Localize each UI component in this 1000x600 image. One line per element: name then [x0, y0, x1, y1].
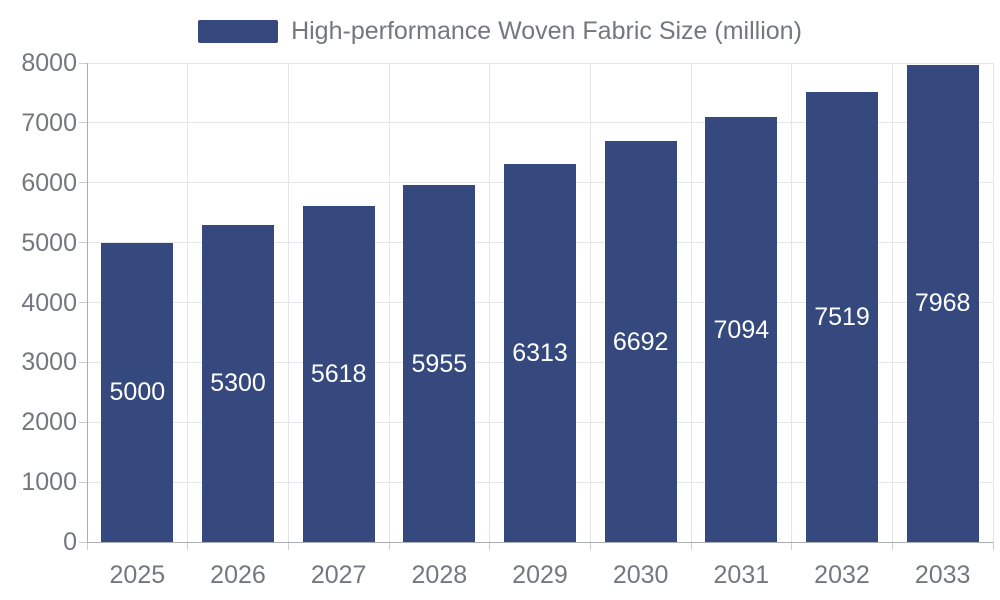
x-axis-tick-label: 2030 — [612, 561, 669, 589]
bar-value-label: 6313 — [512, 339, 568, 367]
bar-2026[interactable] — [202, 224, 274, 542]
y-axis-tick-label: 7000 — [21, 108, 77, 137]
x-axis-tick — [187, 542, 189, 550]
x-gridline — [388, 63, 390, 542]
y-axis-tick-label: 8000 — [21, 49, 77, 77]
legend[interactable]: High-performance Woven Fabric Size (mill… — [0, 19, 1000, 44]
bar-2025[interactable] — [101, 242, 174, 542]
x-axis-tick — [992, 542, 994, 550]
x-axis-line — [87, 541, 993, 543]
bar-value-label: 6692 — [612, 327, 669, 356]
bar-value-label: 5955 — [411, 349, 468, 378]
x-axis-tick-label: 2028 — [411, 561, 468, 589]
y-axis-tick — [79, 62, 87, 64]
y-axis-tick-label: 2000 — [21, 408, 77, 437]
x-gridline — [489, 63, 491, 542]
x-axis-tick — [891, 542, 893, 550]
x-gridline — [187, 63, 189, 542]
x-gridline — [589, 63, 591, 542]
y-axis-tick — [79, 182, 87, 184]
bar-2028[interactable] — [403, 185, 476, 542]
bar-value-label: 7519 — [814, 302, 870, 331]
legend-swatch-icon — [198, 20, 279, 43]
y-axis-line — [86, 63, 88, 542]
bar-value-label: 5300 — [210, 369, 266, 398]
y-axis-tick — [79, 481, 87, 483]
bar-2030[interactable] — [604, 141, 677, 542]
x-gridline — [690, 63, 692, 542]
x-gridline — [791, 63, 793, 542]
x-axis-tick — [388, 542, 390, 550]
y-axis-tick-label: 4000 — [21, 288, 77, 317]
x-axis-tick-label: 2033 — [914, 561, 971, 589]
y-axis-tick — [79, 421, 87, 423]
bar-value-label: 5618 — [310, 359, 367, 388]
x-axis-tick — [489, 542, 491, 550]
x-axis-tick-label: 2029 — [512, 561, 568, 589]
x-axis-tick — [589, 542, 591, 550]
x-axis-tick — [690, 542, 692, 550]
x-axis-tick-label: 2026 — [210, 561, 266, 589]
x-axis-tick-label: 2031 — [713, 561, 770, 589]
y-gridline — [87, 62, 993, 64]
y-axis-tick-label: 3000 — [21, 348, 77, 377]
bar-2033[interactable] — [906, 64, 979, 542]
x-axis-tick — [791, 542, 793, 550]
y-axis-tick — [79, 242, 87, 244]
x-gridline — [287, 63, 289, 542]
x-axis-tick-label: 2032 — [814, 561, 870, 589]
bar-2029[interactable] — [504, 164, 576, 542]
y-axis-tick — [79, 122, 87, 124]
y-axis-tick-label: 0 — [63, 528, 77, 556]
x-gridline — [891, 63, 893, 542]
y-axis-tick-label: 6000 — [21, 168, 77, 197]
y-axis-tick-label: 5000 — [21, 228, 77, 257]
bar-value-label: 7968 — [914, 289, 971, 318]
bar-2031[interactable] — [705, 117, 778, 542]
x-axis-tick — [287, 542, 289, 550]
x-axis-tick — [86, 542, 88, 550]
y-gridline — [87, 122, 993, 124]
legend-label: High-performance Woven Fabric Size (mill… — [291, 17, 802, 45]
x-axis-tick-label: 2027 — [310, 561, 367, 589]
y-axis-tick-label: 1000 — [21, 468, 77, 497]
x-gridline — [992, 63, 994, 542]
bar-value-label: 7094 — [713, 315, 770, 344]
bar-value-label: 5000 — [109, 378, 166, 407]
x-axis-tick-label: 2025 — [109, 561, 166, 589]
bar-2027[interactable] — [302, 205, 375, 542]
y-axis-tick — [79, 361, 87, 363]
y-axis-tick — [79, 541, 87, 543]
y-axis-tick — [79, 302, 87, 303]
bar-2032[interactable] — [806, 91, 878, 542]
